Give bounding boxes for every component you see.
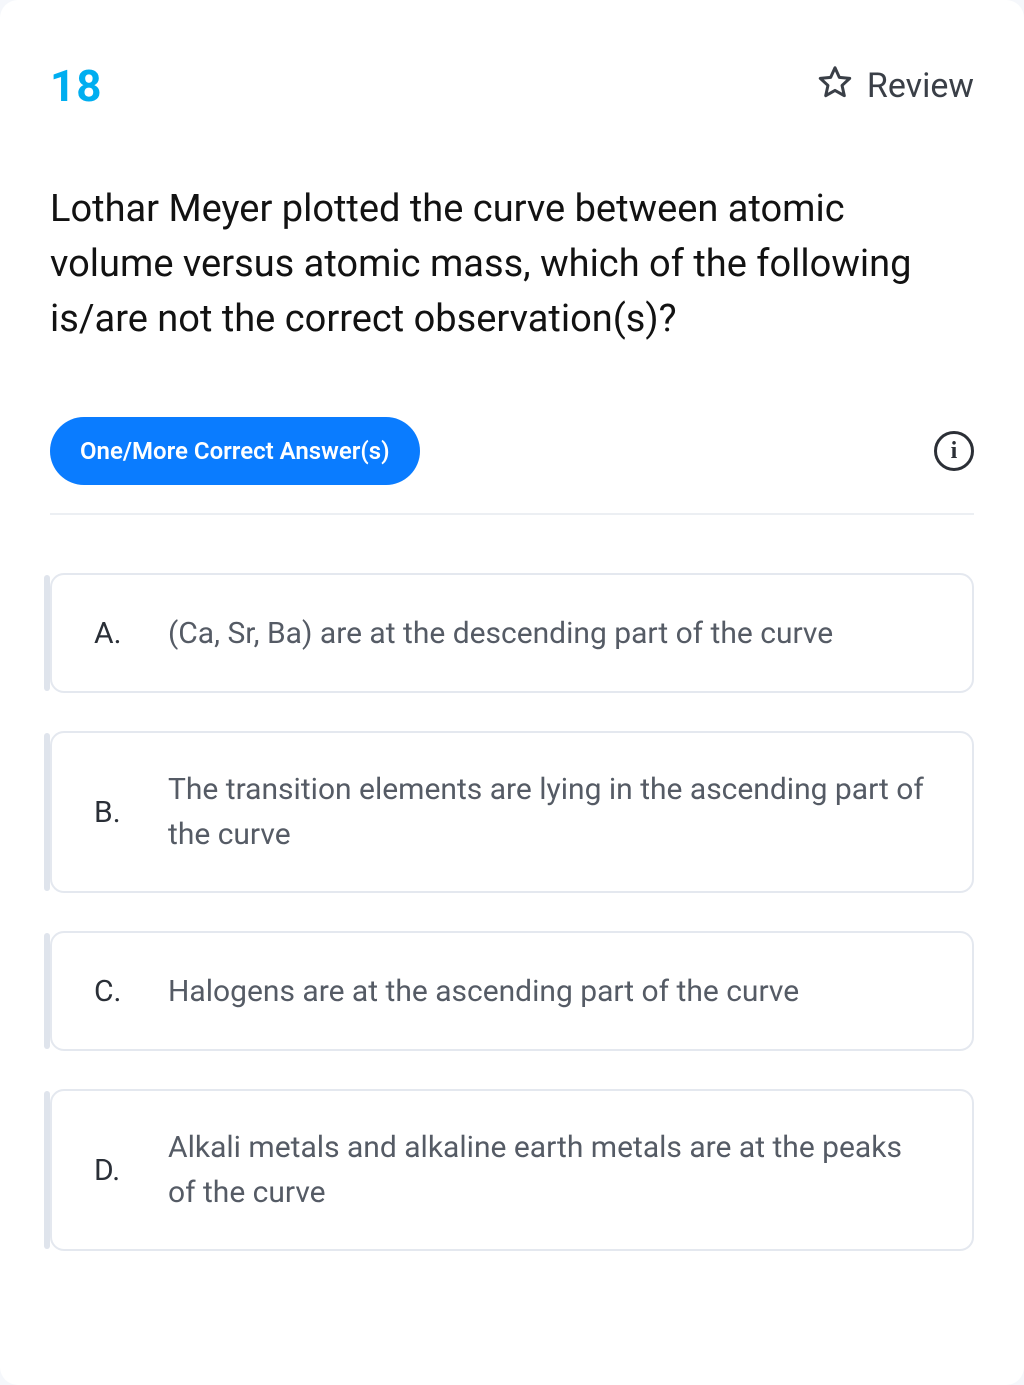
question-text: Lothar Meyer plotted the curve between a… bbox=[50, 182, 974, 347]
option-letter: A. bbox=[94, 616, 138, 651]
option-b[interactable]: B. The transition elements are lying in … bbox=[50, 731, 974, 893]
question-card: 18 Review Lothar Meyer plotted the curve… bbox=[0, 0, 1024, 1385]
option-a[interactable]: A. (Ca, Sr, Ba) are at the descending pa… bbox=[50, 573, 974, 693]
option-d[interactable]: D. Alkali metals and alkaline earth meta… bbox=[50, 1089, 974, 1251]
option-text: The transition elements are lying in the… bbox=[168, 767, 936, 857]
header-row: 18 Review bbox=[50, 60, 974, 112]
star-icon bbox=[817, 64, 853, 109]
option-letter: D. bbox=[94, 1153, 138, 1188]
option-c[interactable]: C. Halogens are at the ascending part of… bbox=[50, 931, 974, 1051]
info-icon[interactable]: i bbox=[934, 431, 974, 471]
options-list: A. (Ca, Sr, Ba) are at the descending pa… bbox=[50, 573, 974, 1251]
badge-row: One/More Correct Answer(s) i bbox=[50, 417, 974, 485]
divider bbox=[50, 513, 974, 515]
option-text: (Ca, Sr, Ba) are at the descending part … bbox=[168, 611, 833, 656]
answer-type-badge: One/More Correct Answer(s) bbox=[50, 417, 420, 485]
question-number: 18 bbox=[50, 60, 103, 112]
option-letter: C. bbox=[94, 974, 138, 1009]
option-letter: B. bbox=[94, 795, 138, 830]
review-toggle[interactable]: Review bbox=[817, 64, 974, 109]
option-text: Alkali metals and alkaline earth metals … bbox=[168, 1125, 936, 1215]
review-label: Review bbox=[867, 66, 974, 106]
option-text: Halogens are at the ascending part of th… bbox=[168, 969, 799, 1014]
